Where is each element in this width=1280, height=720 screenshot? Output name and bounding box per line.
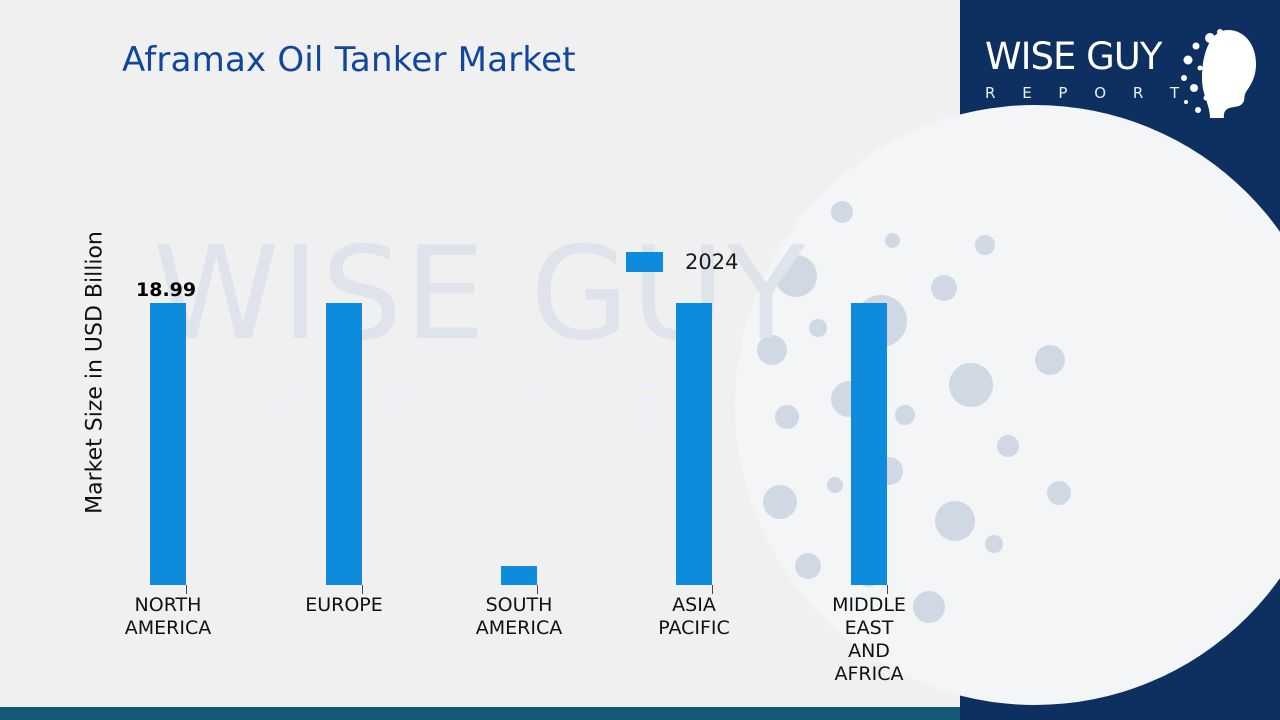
bar-value-label: 18.99 (136, 279, 197, 301)
bottom-accent-strip (0, 707, 960, 720)
brand-logo: WISE GUY R E P O R T S (985, 29, 1256, 118)
decorative-dot (997, 435, 1019, 457)
x-axis-label-asia-pacific: ASIA PACIFIC (658, 594, 730, 639)
decorative-dot (763, 485, 797, 519)
x-axis-label-europe: EUROPE (305, 594, 383, 616)
decorative-dot (795, 553, 821, 579)
bar-north-america (150, 303, 186, 585)
bar-europe (326, 303, 362, 585)
legend-label-2024: 2024 (685, 250, 739, 274)
page-title: Aframax Oil Tanker Market (122, 40, 576, 80)
decorative-dot (985, 535, 1003, 553)
decorative-dot (775, 255, 817, 297)
x-axis-tick (712, 585, 713, 594)
decorative-dot (831, 201, 853, 223)
decorative-circle (735, 105, 1280, 705)
decorative-dot (949, 363, 993, 407)
x-axis-tick (362, 585, 363, 594)
x-axis-label-south-america: SOUTH AMERICA (475, 594, 563, 639)
chart-legend: 2024 (626, 250, 738, 274)
decorative-dot (1047, 481, 1071, 505)
x-axis-tick (887, 585, 888, 594)
logo-tagline: R E P O R T S (985, 84, 1227, 102)
bar-middle-east-and-africa (851, 303, 887, 585)
x-axis-tick (537, 585, 538, 594)
decorative-dot (775, 405, 799, 429)
bar-asia-pacific (676, 303, 712, 585)
logo-wordmark: WISE GUY (985, 35, 1162, 78)
legend-swatch-2024 (626, 252, 663, 272)
decorative-dot (827, 477, 843, 493)
decorative-dot (809, 319, 827, 337)
decorative-dot (757, 335, 787, 365)
decorative-dot (895, 405, 915, 425)
decorative-dot (1035, 345, 1065, 375)
bar-chart-plot: NORTH AMERICA 18.99 EUROPE SOUTH AMERICA ASI… (124, 279, 906, 685)
decorative-dot (975, 235, 995, 255)
head-profile-icon (1181, 29, 1256, 118)
bar-south-america (501, 566, 537, 585)
decorative-dot (885, 233, 900, 248)
decorative-dot (931, 275, 957, 301)
decorative-dot (935, 501, 975, 541)
x-axis-tick (186, 585, 187, 594)
decorative-dot (913, 591, 945, 623)
x-axis-label-middle-east-and-africa: MIDDLE EAST AND AFRICA (832, 594, 906, 685)
x-axis-label-north-america: NORTH AMERICA (124, 594, 212, 639)
